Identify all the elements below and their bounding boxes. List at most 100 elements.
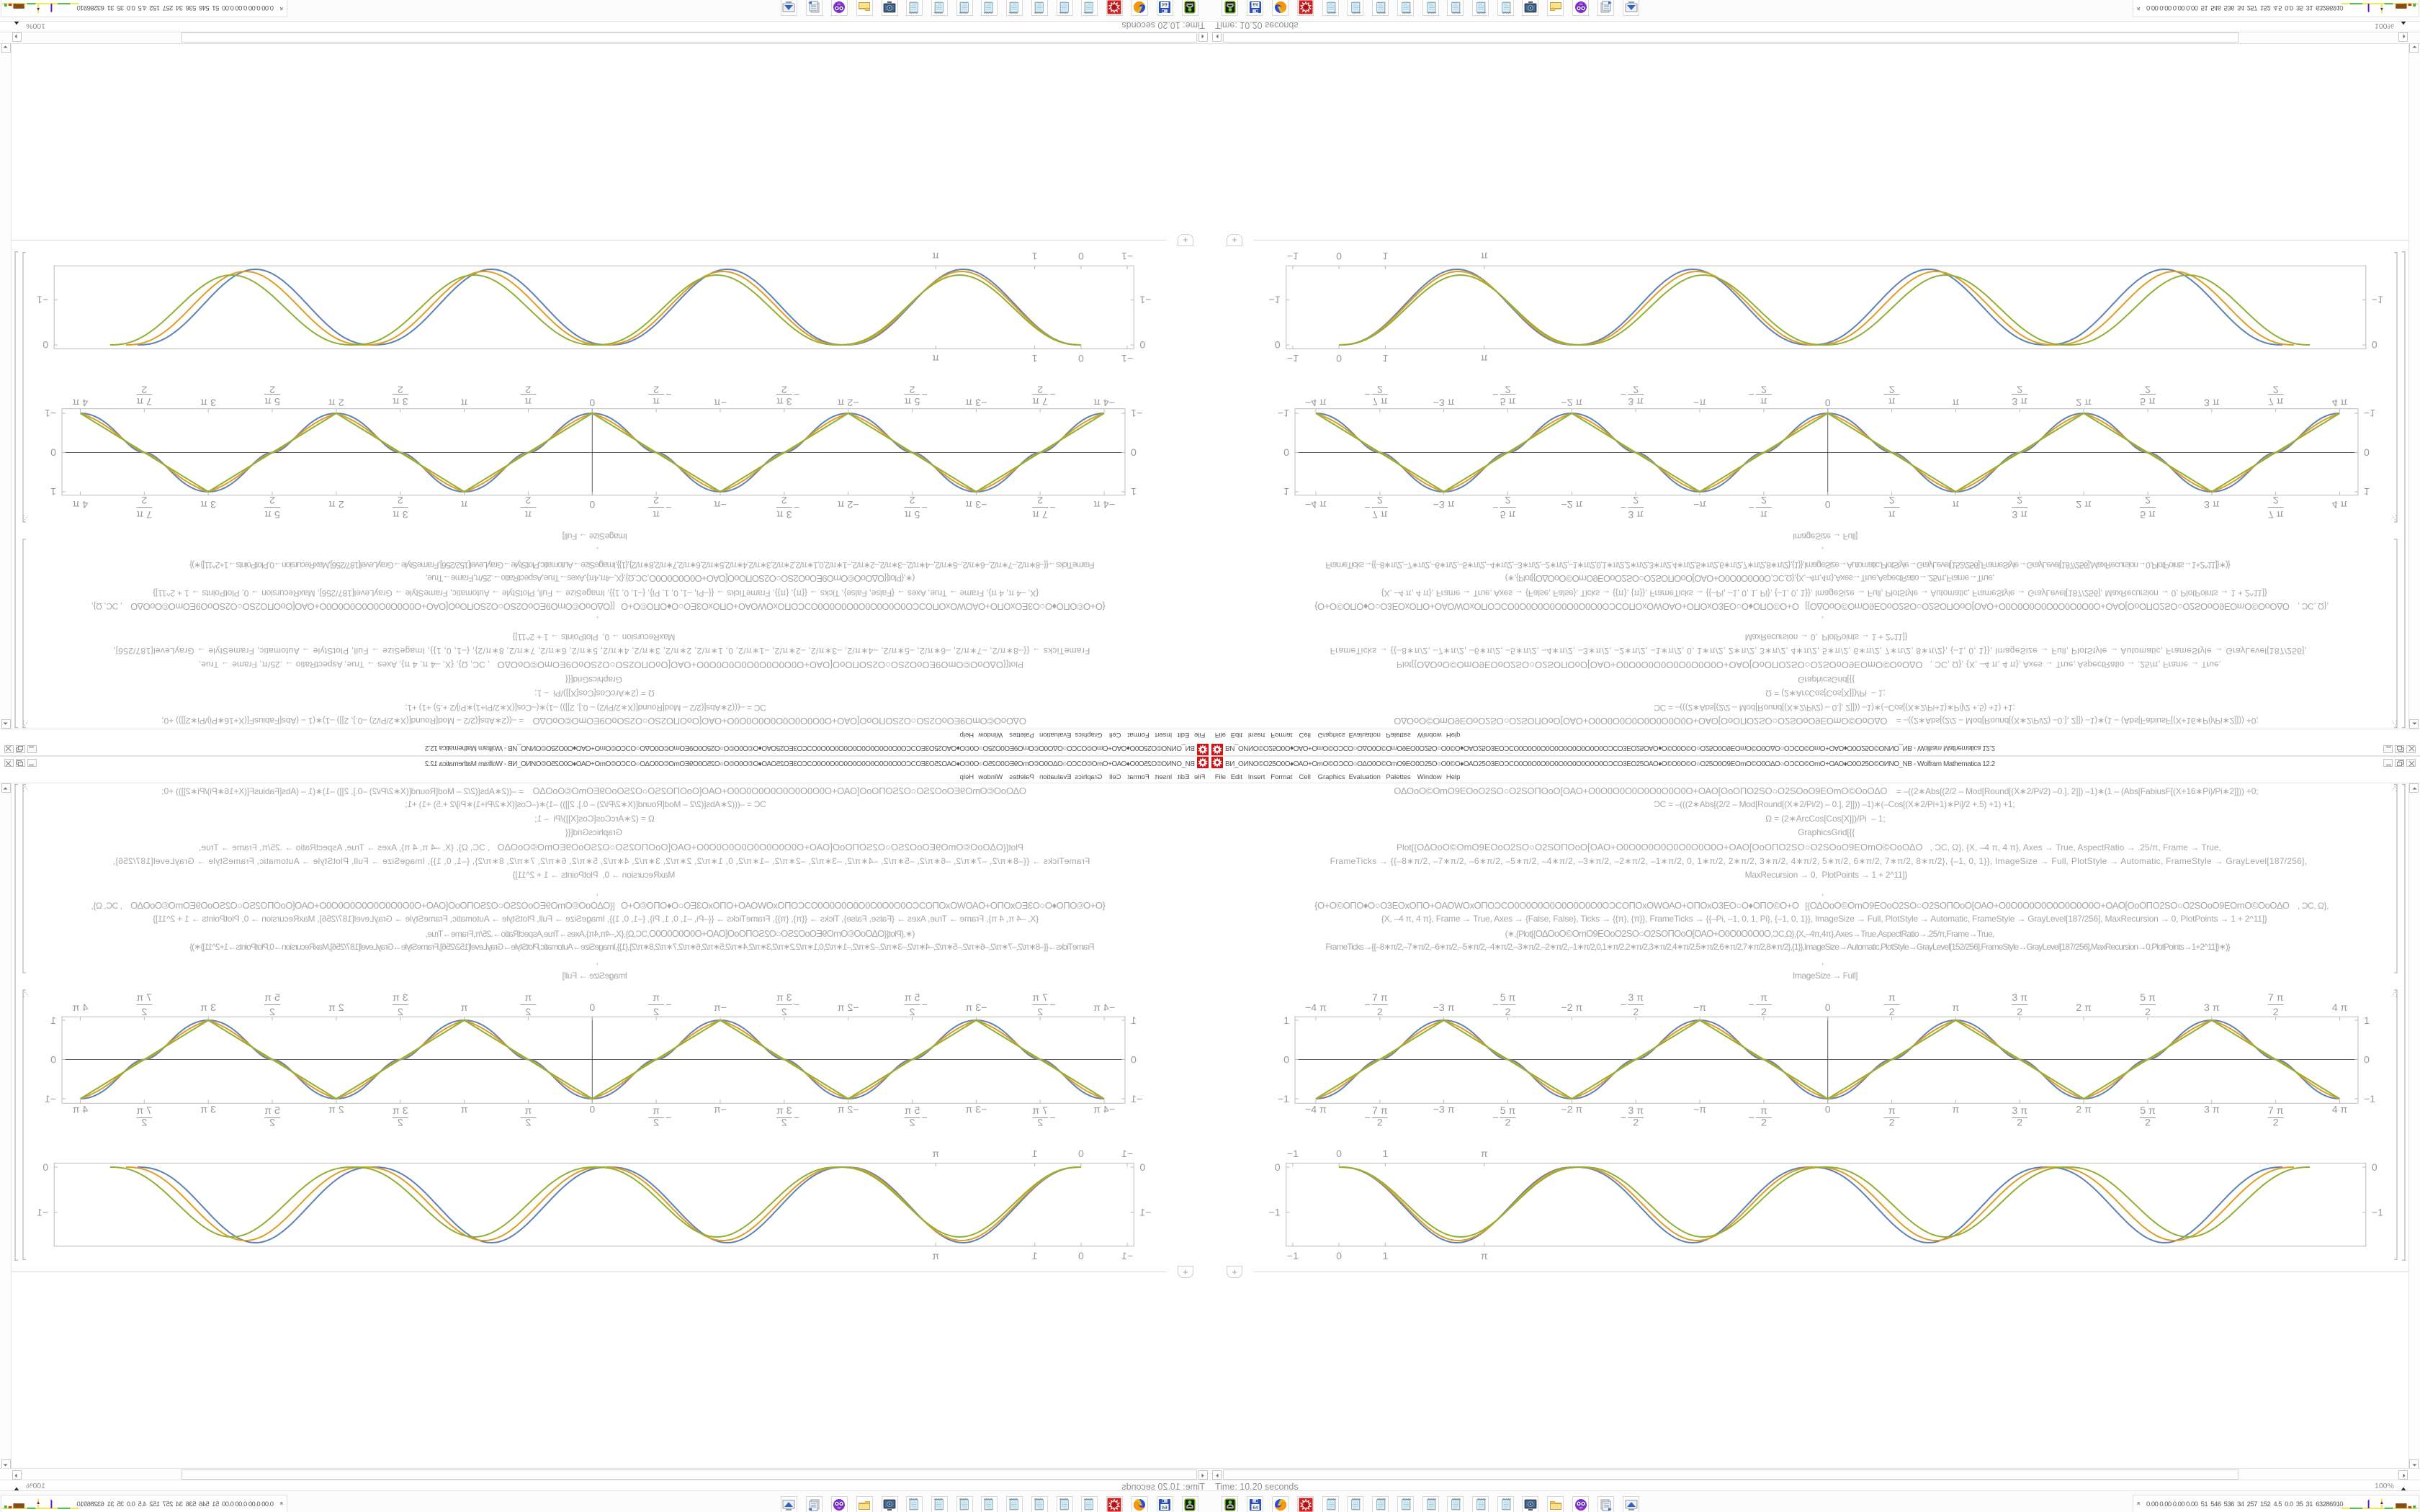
svg-text:3 π: 3 π bbox=[776, 1105, 792, 1117]
svg-text:7 π: 7 π bbox=[136, 1105, 152, 1117]
svg-text:3 π: 3 π bbox=[393, 508, 408, 518]
svg-text:π: π bbox=[1953, 1104, 1960, 1115]
svg-text:π: π bbox=[653, 994, 660, 1004]
svg-text:0: 0 bbox=[1336, 352, 1342, 364]
svg-text:−2 π: −2 π bbox=[1561, 498, 1582, 510]
svg-text:2: 2 bbox=[1761, 1117, 1767, 1129]
svg-text:−π: −π bbox=[1693, 498, 1706, 510]
svg-text:2: 2 bbox=[398, 1117, 403, 1129]
svg-text:−: − bbox=[1749, 501, 1754, 513]
svg-text:−3 π: −3 π bbox=[1433, 498, 1455, 510]
svg-text:π: π bbox=[1481, 352, 1488, 364]
svg-text:2: 2 bbox=[1377, 1007, 1383, 1018]
svg-text:−3 π: −3 π bbox=[965, 498, 987, 510]
svg-text:π: π bbox=[460, 498, 467, 510]
svg-text:−2 π: −2 π bbox=[838, 1002, 859, 1014]
svg-text:3 π: 3 π bbox=[1628, 395, 1644, 407]
svg-text:−1: −1 bbox=[1287, 250, 1299, 261]
svg-text:2: 2 bbox=[909, 384, 915, 395]
svg-text:−2 π: −2 π bbox=[838, 498, 859, 510]
svg-text:3 π: 3 π bbox=[2012, 1105, 2027, 1117]
svg-text:7 π: 7 π bbox=[1032, 1105, 1048, 1117]
svg-text:−: − bbox=[922, 1112, 928, 1124]
svg-text:−1: −1 bbox=[1121, 1148, 1133, 1160]
svg-text:0: 0 bbox=[1131, 1055, 1137, 1066]
svg-text:−: − bbox=[794, 501, 799, 513]
svg-text:2: 2 bbox=[398, 1007, 403, 1018]
svg-text:−π: −π bbox=[714, 1002, 727, 1014]
svg-text:−: − bbox=[666, 501, 671, 513]
svg-text:−1: −1 bbox=[1269, 293, 1281, 305]
svg-text:−: − bbox=[1749, 388, 1754, 400]
svg-text:2: 2 bbox=[1889, 384, 1895, 395]
svg-text:2: 2 bbox=[1889, 1117, 1895, 1129]
svg-text:−π: −π bbox=[1693, 1002, 1706, 1014]
svg-text:−1: −1 bbox=[1287, 1148, 1299, 1160]
svg-text:2: 2 bbox=[398, 384, 403, 395]
svg-text:7 π: 7 π bbox=[1032, 395, 1048, 407]
svg-text:−1: −1 bbox=[37, 293, 48, 305]
svg-text:−: − bbox=[1049, 999, 1055, 1011]
svg-text:5 π: 5 π bbox=[264, 395, 280, 407]
svg-text:0: 0 bbox=[589, 397, 595, 408]
svg-text:2: 2 bbox=[1377, 384, 1383, 395]
svg-text:−4 π: −4 π bbox=[1093, 1002, 1115, 1014]
svg-text:−: − bbox=[1049, 501, 1055, 513]
svg-text:2: 2 bbox=[525, 494, 531, 505]
svg-text:7 π: 7 π bbox=[1032, 508, 1048, 518]
svg-text:2: 2 bbox=[2273, 1007, 2279, 1018]
svg-text:2: 2 bbox=[141, 384, 147, 395]
svg-text:0: 0 bbox=[1139, 1162, 1145, 1174]
svg-text:3 π: 3 π bbox=[776, 994, 792, 1004]
svg-text:0: 0 bbox=[2364, 1055, 2370, 1066]
svg-text:3 π: 3 π bbox=[200, 1104, 216, 1115]
svg-text:0: 0 bbox=[1078, 352, 1084, 364]
svg-text:2: 2 bbox=[525, 1007, 531, 1018]
svg-text:π: π bbox=[1481, 1148, 1488, 1160]
svg-text:7 π: 7 π bbox=[2268, 395, 2284, 407]
svg-text:2: 2 bbox=[781, 494, 787, 505]
svg-text:5 π: 5 π bbox=[2140, 508, 2156, 518]
svg-text:−: − bbox=[1049, 388, 1055, 400]
svg-text:1: 1 bbox=[1032, 1251, 1038, 1262]
svg-text:0: 0 bbox=[1139, 338, 1145, 350]
svg-text:π: π bbox=[524, 508, 532, 518]
svg-text:−: − bbox=[666, 388, 671, 400]
svg-text:−: − bbox=[1621, 388, 1626, 400]
svg-text:−1: −1 bbox=[2372, 1207, 2383, 1219]
svg-text:1: 1 bbox=[2364, 1015, 2370, 1027]
svg-text:2: 2 bbox=[1889, 1007, 1895, 1018]
svg-text:7 π: 7 π bbox=[1372, 1105, 1388, 1117]
svg-text:−2 π: −2 π bbox=[838, 1104, 859, 1115]
svg-text:1: 1 bbox=[1382, 250, 1388, 261]
svg-text:5 π: 5 π bbox=[264, 994, 280, 1004]
svg-text:−π: −π bbox=[714, 498, 727, 510]
svg-text:−2 π: −2 π bbox=[1561, 1104, 1582, 1115]
svg-text:2 π: 2 π bbox=[328, 1104, 344, 1115]
svg-text:−: − bbox=[1365, 501, 1371, 513]
svg-text:2: 2 bbox=[525, 384, 531, 395]
svg-text:3 π: 3 π bbox=[1628, 1105, 1644, 1117]
svg-text:4 π: 4 π bbox=[72, 1104, 88, 1115]
svg-text:−1: −1 bbox=[1269, 1207, 1281, 1219]
svg-text:2: 2 bbox=[1761, 494, 1767, 505]
svg-text:7 π: 7 π bbox=[1372, 395, 1388, 407]
svg-text:−: − bbox=[922, 388, 928, 400]
svg-text:−1: −1 bbox=[1278, 1094, 1289, 1105]
svg-text:−: − bbox=[1365, 1112, 1371, 1124]
svg-text:7 π: 7 π bbox=[2268, 994, 2284, 1004]
svg-text:2: 2 bbox=[398, 494, 403, 505]
svg-text:2: 2 bbox=[653, 1117, 659, 1129]
svg-text:1: 1 bbox=[1032, 250, 1038, 261]
svg-text:−4 π: −4 π bbox=[1305, 1002, 1327, 1014]
svg-text:0: 0 bbox=[1283, 1055, 1289, 1066]
svg-text:−1: −1 bbox=[1121, 250, 1133, 261]
svg-text:4 π: 4 π bbox=[72, 397, 88, 408]
svg-text:5 π: 5 π bbox=[2140, 1105, 2156, 1117]
svg-text:−: − bbox=[1049, 1112, 1055, 1124]
svg-text:2: 2 bbox=[781, 1007, 787, 1018]
svg-text:3 π: 3 π bbox=[2012, 994, 2027, 1004]
svg-text:5 π: 5 π bbox=[2140, 994, 2156, 1004]
svg-text:5 π: 5 π bbox=[1500, 1105, 1516, 1117]
svg-text:3 π: 3 π bbox=[1628, 994, 1644, 1004]
